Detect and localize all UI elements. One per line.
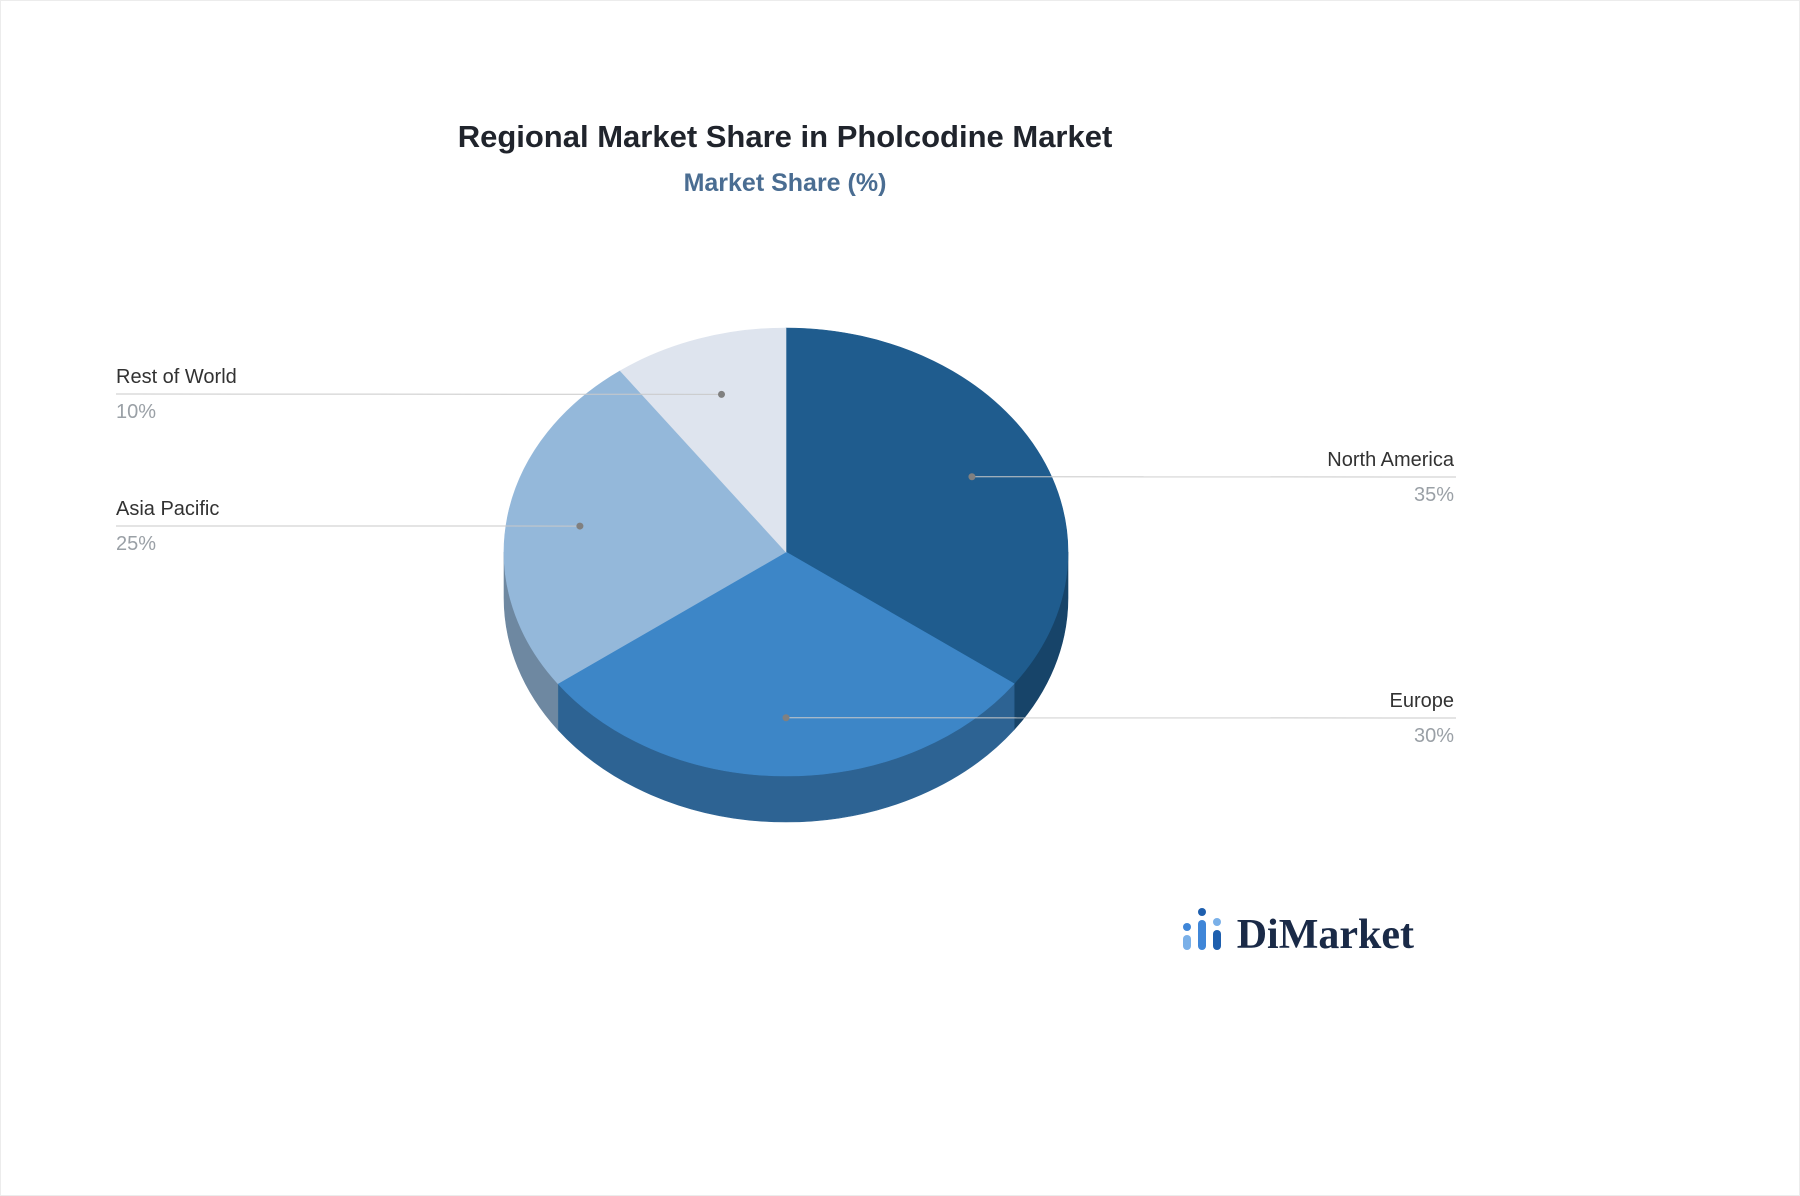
- pie-slice: [503, 370, 787, 685]
- slice-value-label: 10%: [116, 401, 157, 423]
- label-connector-dot: [782, 714, 790, 722]
- chart-title: Regional Market Share in Pholcodine Mark…: [457, 119, 1113, 154]
- slice-category-label: North America: [1327, 449, 1454, 471]
- pie-slice: [785, 327, 1069, 685]
- label-connector-dot: [576, 522, 584, 530]
- dimarket-logo: DiMarket: [1181, 904, 1414, 956]
- slice-value-label: 25%: [116, 533, 157, 555]
- slice-category-label: Asia Pacific: [116, 498, 220, 520]
- pie-slice: [557, 551, 1015, 777]
- slice-category-label: Europe: [1389, 690, 1455, 712]
- label-connector-dot: [718, 390, 726, 398]
- slice-label-asia-pacific: Asia Pacific 25%: [116, 498, 219, 555]
- slice-category-label: Rest of World: [116, 366, 237, 388]
- slice-label-rest-of-world: Rest of World 10%: [116, 366, 237, 423]
- dimarket-logo-text: DiMarket: [1236, 912, 1414, 958]
- slice-label-europe: Europe 30%: [1390, 690, 1455, 747]
- pie-slice: [619, 327, 787, 553]
- slice-value-label: 30%: [1413, 725, 1454, 747]
- dimarket-logo-icon: [1182, 908, 1221, 950]
- chart-subtitle: Market Share (%): [683, 169, 887, 197]
- slice-value-label: 35%: [1413, 484, 1454, 506]
- slice-label-north-america: North America 35%: [1327, 449, 1454, 506]
- label-connector-dot: [968, 473, 976, 481]
